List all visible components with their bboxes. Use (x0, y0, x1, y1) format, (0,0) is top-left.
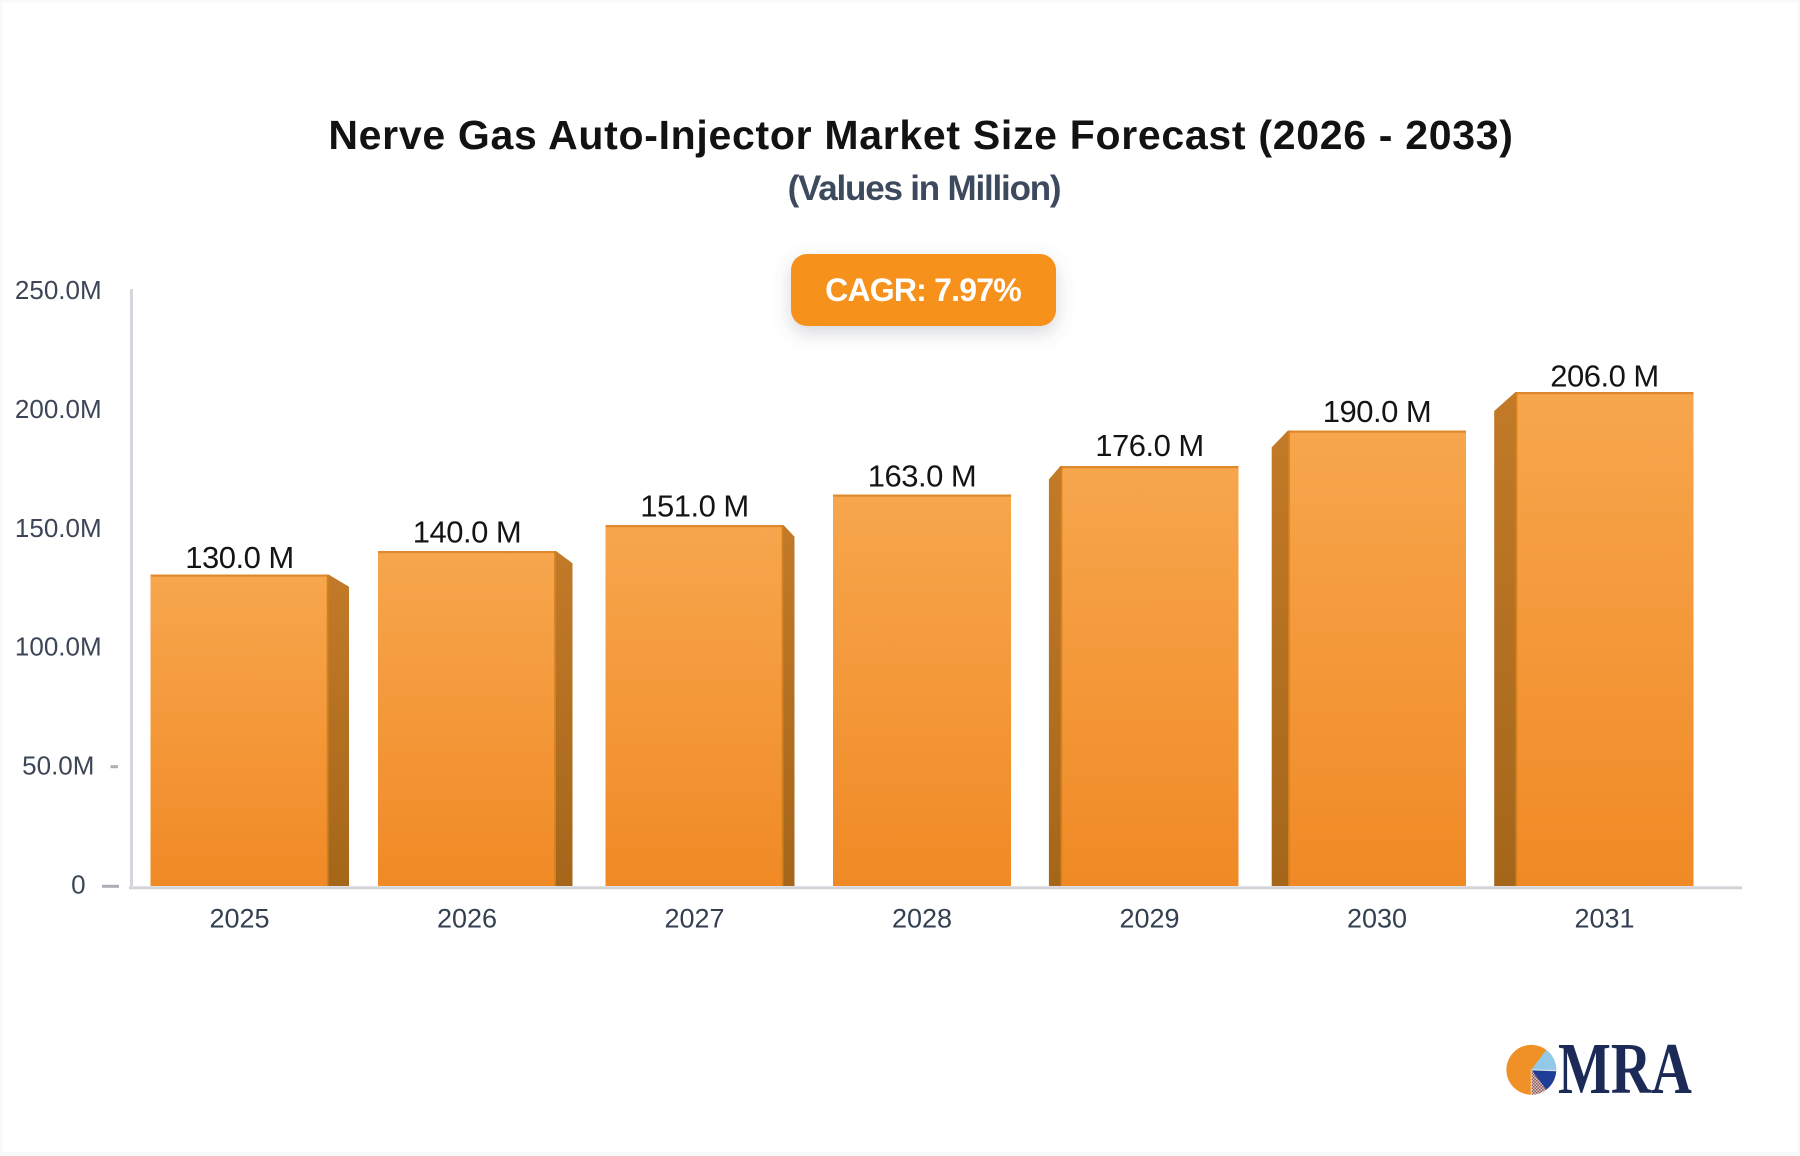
svg-text:163.0 M: 163.0 M (868, 459, 977, 494)
svg-text:151.0 M: 151.0 M (640, 489, 749, 524)
svg-text:2028: 2028 (892, 904, 952, 934)
svg-text:CAGR: 7.97%: CAGR: 7.97% (825, 272, 1021, 308)
svg-text:50.0M: 50.0M (22, 751, 94, 781)
svg-text:2027: 2027 (664, 904, 724, 934)
svg-text:2030: 2030 (1347, 904, 1407, 934)
svg-text:130.0 M: 130.0 M (185, 540, 294, 575)
svg-text:2025: 2025 (209, 904, 269, 934)
svg-text:0: 0 (71, 870, 85, 900)
svg-text:100.0M: 100.0M (15, 632, 102, 662)
svg-text:190.0 M: 190.0 M (1323, 394, 1432, 429)
svg-text:Nerve Gas Auto-Injector Market: Nerve Gas Auto-Injector Market Size Fore… (328, 112, 1513, 158)
svg-text:200.0M: 200.0M (15, 394, 102, 424)
svg-text:2029: 2029 (1119, 904, 1179, 934)
svg-text:206.0 M: 206.0 M (1550, 358, 1659, 393)
svg-text:(Values in Million): (Values in Million) (788, 169, 1061, 208)
svg-text:140.0 M: 140.0 M (413, 515, 522, 550)
svg-text:2031: 2031 (1574, 904, 1634, 934)
svg-text:MRA: MRA (1558, 1029, 1692, 1110)
svg-text:2026: 2026 (437, 904, 497, 934)
svg-text:250.0M: 250.0M (15, 275, 102, 305)
svg-text:176.0 M: 176.0 M (1095, 428, 1204, 463)
svg-text:150.0M: 150.0M (15, 513, 102, 543)
